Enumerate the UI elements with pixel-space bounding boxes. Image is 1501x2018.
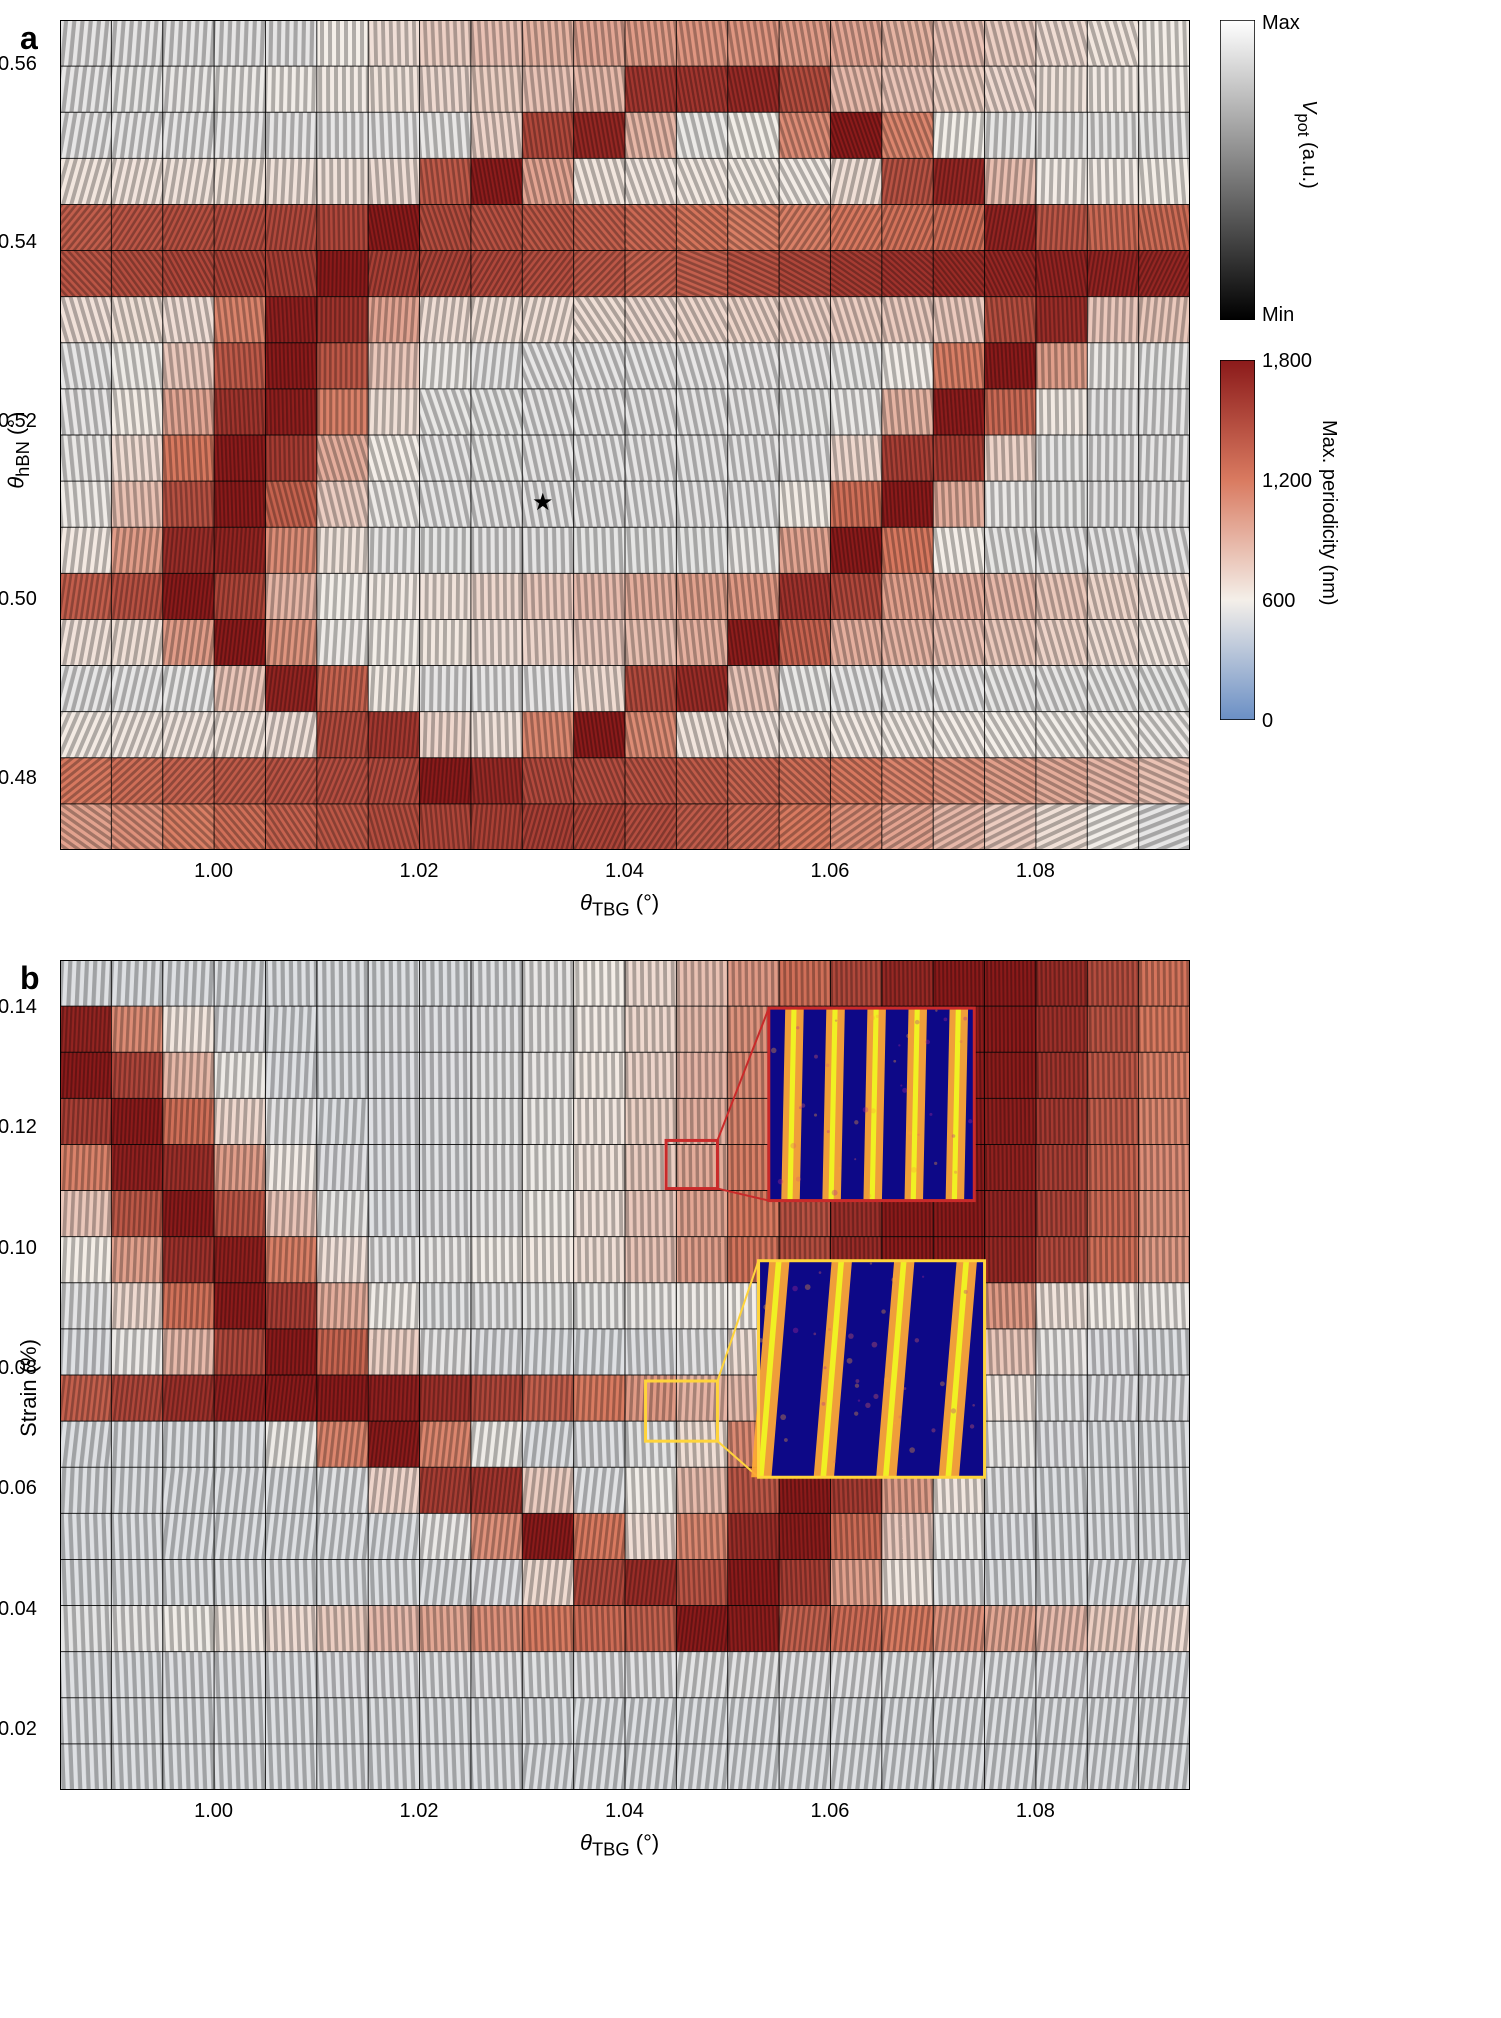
panel-b-label: b bbox=[20, 960, 60, 997]
cb-tick: 0 bbox=[1262, 710, 1273, 733]
svg-text:★: ★ bbox=[532, 489, 554, 516]
panel-a-ylabel: θhBN (°) bbox=[3, 412, 33, 489]
inset-red bbox=[769, 1008, 974, 1200]
panel-b-xlabel: θTBG (°) bbox=[580, 1830, 659, 1860]
panel-a-xlabel: θTBG (°) bbox=[580, 890, 659, 920]
cb-tick: 1,200 bbox=[1262, 470, 1312, 493]
xtick: 1.08 bbox=[1016, 860, 1055, 883]
panel-a-svg: ★ bbox=[60, 20, 1190, 850]
xtick: 1.06 bbox=[810, 860, 849, 883]
cb-vpot-max: Max bbox=[1262, 12, 1300, 35]
cb-vpot-label: Vpot (a.u.) bbox=[1293, 100, 1320, 189]
panel-b-svg bbox=[60, 960, 1190, 1790]
panel-a-label: a bbox=[20, 20, 60, 57]
cb-periodicity-label: Max. periodicity (nm) bbox=[1317, 420, 1340, 606]
xtick: 1.02 bbox=[400, 1800, 439, 1823]
colorbars: Max Min Vpot (a.u.) 1,8001,2006000 Max. … bbox=[1220, 20, 1255, 720]
xtick: 1.06 bbox=[810, 1800, 849, 1823]
panel-b-row: b 0.020.040.060.080.100.120.14 1.001.021… bbox=[20, 960, 1481, 1790]
inset-yellow bbox=[751, 1261, 984, 1478]
xtick: 1.02 bbox=[400, 860, 439, 883]
colorbar-vpot-svg bbox=[1220, 20, 1255, 320]
xtick: 1.00 bbox=[194, 860, 233, 883]
xtick: 1.00 bbox=[194, 1800, 233, 1823]
panel-a-row: a ★ 0.480.500.520.540.56 1.001.021.041.0… bbox=[20, 20, 1481, 850]
cb-tick: 600 bbox=[1262, 590, 1295, 613]
xtick: 1.04 bbox=[605, 1800, 644, 1823]
xtick: 1.04 bbox=[605, 860, 644, 883]
colorbar-periodicity: 1,8001,2006000 Max. periodicity (nm) bbox=[1220, 360, 1255, 720]
panel-b-plot: 0.020.040.060.080.100.120.14 1.001.021.0… bbox=[60, 960, 1190, 1790]
xtick: 1.08 bbox=[1016, 1800, 1055, 1823]
colorbar-vpot: Max Min Vpot (a.u.) bbox=[1220, 20, 1255, 320]
figure-container: a ★ 0.480.500.520.540.56 1.001.021.041.0… bbox=[20, 20, 1481, 1790]
panel-a-plot: ★ 0.480.500.520.540.56 1.001.021.041.061… bbox=[60, 20, 1190, 850]
colorbar-periodicity-svg bbox=[1220, 360, 1255, 720]
panel-b-ylabel: Strain (%) bbox=[16, 1339, 42, 1437]
cb-tick: 1,800 bbox=[1262, 350, 1312, 373]
cb-vpot-min: Min bbox=[1262, 304, 1294, 327]
